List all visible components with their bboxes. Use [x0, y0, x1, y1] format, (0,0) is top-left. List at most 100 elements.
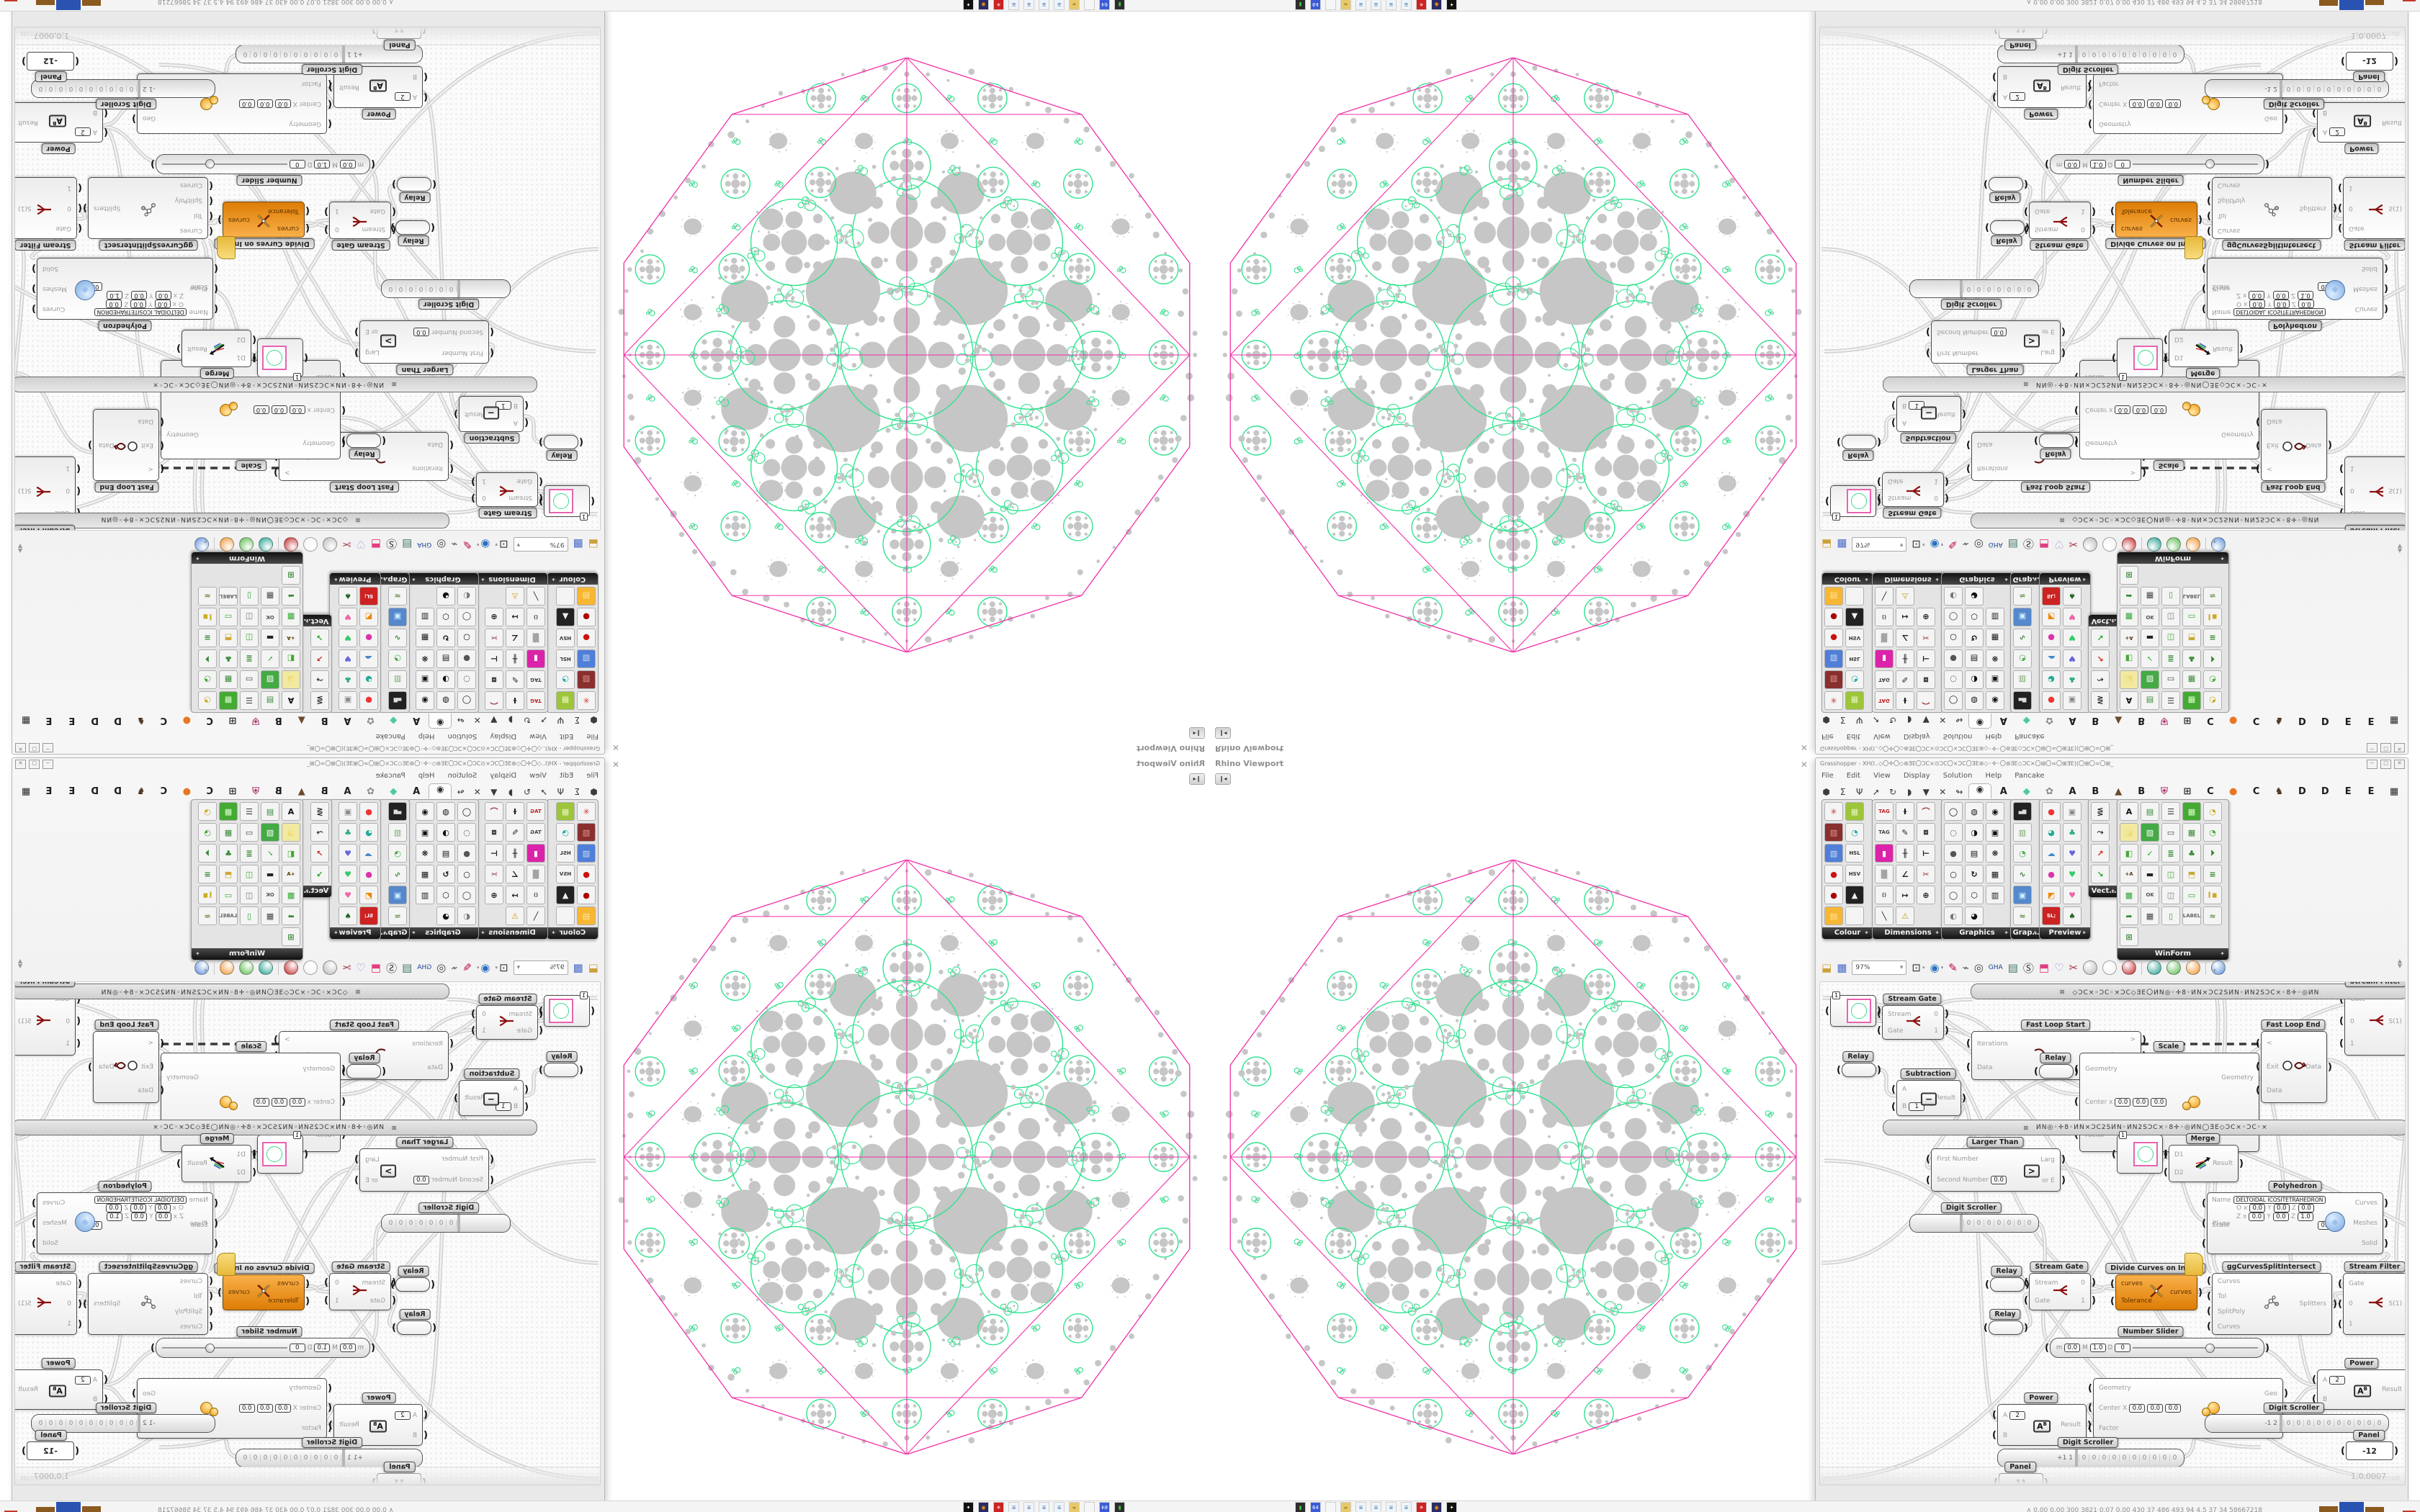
category-icon-tab-8[interactable]: ↬ — [1955, 715, 1963, 725]
palette-component-icon[interactable]: ⏵ — [198, 844, 217, 863]
plugin-tab-12[interactable]: ♞ — [136, 715, 145, 726]
palette-component-icon[interactable] — [556, 587, 575, 606]
palette-component-icon[interactable]: ≈ — [388, 906, 407, 925]
plugin-tab-1[interactable]: ◆ — [2022, 715, 2030, 726]
category-icon-tab-8[interactable]: ↬ — [1955, 787, 1963, 797]
palette-component-icon[interactable]: ▲ — [556, 608, 575, 626]
taskbar-icon-5[interactable]: ≣ — [1371, 1502, 1381, 1512]
node-polyhedron[interactable]: Name DELTOIDAL ICOSITETRAHEDRON O x 0.0 Y 0.0… — [32, 258, 218, 320]
palette-component-icon[interactable]: ● — [1944, 844, 1963, 863]
palette-label[interactable]: Graphics ✦ — [1942, 927, 2012, 939]
group-header-bar[interactable]: ⊠ ИN◎◦✛8◦ИN×ƆC2SИN◦ИN2SƆC×◦8✛◦◎ИN◯ƎE◇ƆC×◦… — [14, 377, 537, 392]
node-label[interactable]: Fast Loop End — [2261, 482, 2326, 492]
toolbar-ball-icon[interactable] — [219, 960, 234, 975]
node-relay-2[interactable]: () — [2034, 433, 2079, 448]
palette-component-icon[interactable]: ⬡ — [436, 886, 455, 904]
palette-component-icon[interactable]: ▧ — [1824, 844, 1843, 863]
palette-component-icon[interactable]: ▭ — [2161, 670, 2180, 689]
node-merge[interactable]: D1 D2 Result(() — [176, 1145, 256, 1182]
taskbar-icon-10[interactable]: ✦ — [963, 1502, 974, 1512]
palette-component-icon[interactable]: ▨ — [2141, 670, 2159, 689]
toolbar-icon[interactable]: ⬒ — [370, 538, 382, 551]
palette-component-icon[interactable]: ● — [577, 886, 596, 904]
palette-component-icon[interactable]: ↦ — [1896, 886, 1914, 904]
node-label[interactable]: Stream Filter — [2344, 240, 2406, 251]
palette-component-icon[interactable]: ☰ — [240, 691, 259, 710]
toolbar-ball-icon[interactable] — [2147, 537, 2162, 552]
palette-component-icon[interactable]: TAG — [526, 691, 545, 710]
palette-component-icon[interactable]: ◕ — [1965, 587, 1984, 606]
menu-item-file[interactable]: File — [1821, 772, 1834, 780]
node-label[interactable]: Digit Scroller — [2057, 1437, 2119, 1448]
palette-component-icon[interactable]: ◯ — [457, 608, 476, 626]
taskbar-icon-2[interactable] — [1325, 1502, 1336, 1512]
taskbar-icon-2[interactable] — [1325, 0, 1336, 10]
palette-component-icon[interactable]: ◔ — [2203, 823, 2222, 842]
node-label[interactable]: Larger Than — [396, 1137, 454, 1148]
palette-label[interactable]: Dimensions ✦ — [1873, 573, 1943, 585]
palette-component-icon[interactable]: ▤ — [436, 844, 455, 863]
toolbar-icon[interactable]: ▤ — [402, 961, 413, 974]
palette-component-icon[interactable]: ↦ — [506, 608, 524, 626]
node-relay-4[interactable]: () — [392, 177, 436, 192]
palette-component-icon[interactable]: ✓ — [2141, 844, 2159, 863]
toolbar-icon[interactable]: ✎ — [1948, 961, 1958, 974]
node-label[interactable]: Panel — [35, 71, 67, 82]
palette-component-icon[interactable]: ▦ — [416, 865, 434, 883]
palette-component-icon[interactable]: TAG — [1875, 823, 1894, 842]
palette-component-icon[interactable]: ∠ — [1896, 865, 1914, 883]
palette-component-icon[interactable]: ▨ — [1824, 823, 1843, 842]
taskbar-icon-8[interactable]: ✳ — [993, 1502, 1004, 1512]
palette-component-icon[interactable]: ◕ — [359, 823, 378, 842]
toolbar-ball-icon[interactable] — [258, 537, 273, 552]
toolbar-icon[interactable]: ⌁ — [451, 961, 458, 974]
palette-component-icon[interactable]: ◔ — [2203, 802, 2222, 821]
palette-component-icon[interactable]: ▨ — [1824, 670, 1843, 689]
palette-component-icon[interactable]: ▮ — [526, 649, 545, 668]
taskbar-icon-7[interactable]: ≣ — [1401, 0, 1412, 10]
palette-component-icon[interactable]: HSL — [556, 844, 575, 863]
node-merge[interactable]: D1 D2 Result(() — [176, 330, 256, 367]
palette-component-icon[interactable]: ▣ — [1986, 823, 2004, 842]
menu-item-edit[interactable]: Edit — [1846, 772, 1861, 780]
palette-component-icon[interactable]: ⊢ — [1917, 844, 1935, 863]
node-label[interactable]: Digit Scroller — [1940, 1202, 2002, 1213]
grasshopper-titlebar[interactable]: Grasshopper - XH(I..◇〇✛〇◇⊛ƎE〇ƆC×⊙ƆC〇×ƆC〇… — [12, 758, 604, 770]
palette-component-icon[interactable]: ⤳ — [310, 670, 329, 689]
palette-component-icon[interactable]: ≣ — [2161, 649, 2180, 668]
palette-label[interactable]: Dimensions ✦ — [477, 927, 547, 939]
node-label[interactable]: Subtraction — [464, 1068, 520, 1079]
node-label[interactable]: Scale — [2153, 460, 2184, 471]
toolbar-ball-icon[interactable] — [2102, 537, 2118, 552]
palette-component-icon[interactable]: ◔ — [198, 802, 217, 821]
palette-component-icon[interactable]: ● — [359, 629, 378, 647]
palette-component-icon[interactable]: ♣ — [2063, 670, 2081, 689]
palette-component-icon[interactable]: ◔ — [1845, 670, 1864, 689]
palette-label[interactable]: Colour ✦ — [547, 927, 598, 939]
palette-component-icon[interactable]: ↘ — [310, 865, 329, 883]
palette-component-icon[interactable]: ◐ — [1944, 906, 1963, 925]
grasshopper-titlebar[interactable]: Grasshopper - XH(I..◇〇✛〇◇⊛ƎE〇ƆC×⊙ƆC〇×ƆC〇… — [1816, 742, 2408, 754]
palette-component-icon[interactable]: ⋚ — [2091, 802, 2110, 821]
palette-component-icon[interactable]: ▦ — [416, 629, 434, 647]
palette-component-icon[interactable]: ⧈ — [485, 823, 503, 842]
palette-component-icon[interactable]: ▬ — [261, 865, 279, 883]
palette-component-icon[interactable]: ◌ — [1944, 823, 1963, 842]
node-label[interactable]: Stream Gate — [331, 240, 390, 251]
category-icon-tab-4[interactable]: ↻ — [523, 715, 532, 725]
toolbar-ball-icon[interactable] — [2083, 960, 2098, 975]
palette-component-icon[interactable]: ☰ — [2161, 691, 2180, 710]
palette-component-icon[interactable]: ◪ — [2120, 670, 2138, 689]
node-label[interactable]: Number Slider — [236, 175, 302, 186]
node-curve-param-1[interactable]: 1() — [1825, 485, 1881, 521]
palette-component-icon[interactable]: ▩ — [282, 886, 300, 904]
menu-item-solution[interactable]: Solution — [1942, 732, 1973, 740]
category-icon-tab-4[interactable]: ↻ — [1888, 787, 1897, 797]
node-relay-4[interactable]: () — [1984, 177, 2028, 192]
plugin-tab-16[interactable]: E — [2367, 715, 2375, 726]
palette-component-icon[interactable]: ♥ — [339, 865, 357, 883]
palette-component-icon[interactable]: ▬ — [2141, 629, 2159, 647]
palette-component-icon[interactable]: Ɨ — [1896, 802, 1914, 821]
plugin-tab-1[interactable]: ◆ — [390, 715, 398, 726]
